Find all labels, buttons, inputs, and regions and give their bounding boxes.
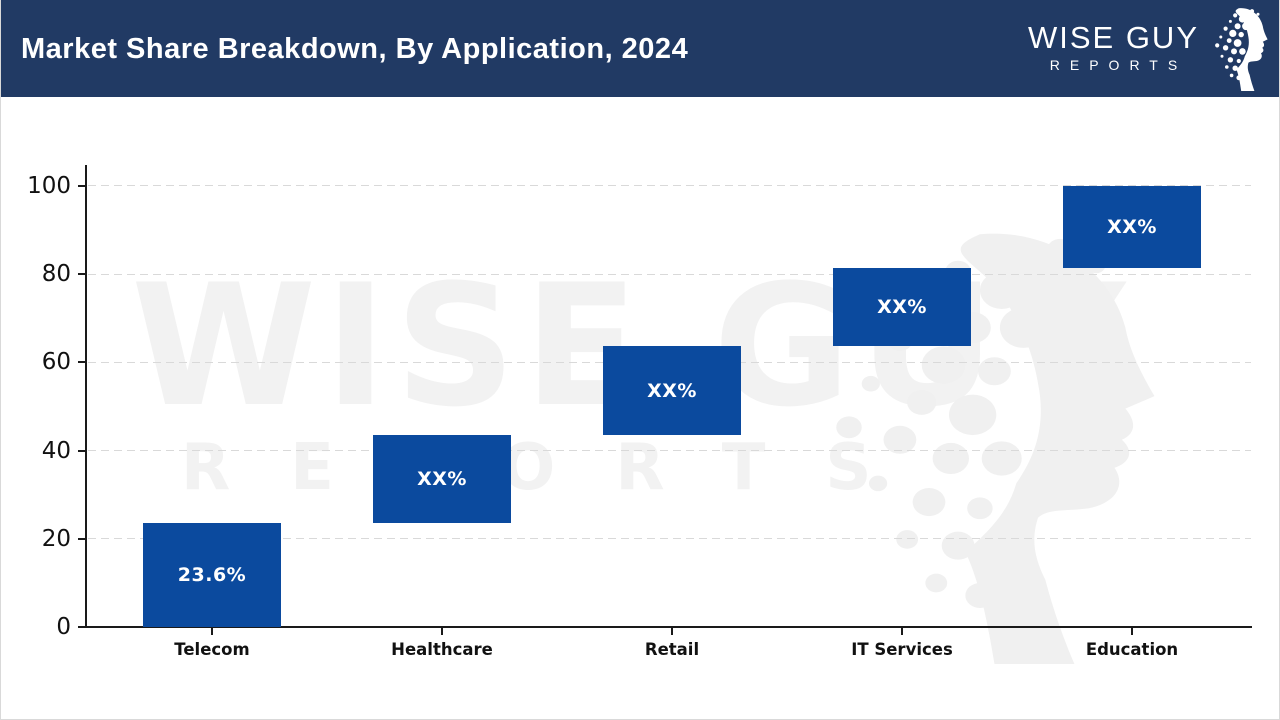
y-tick-label: 0: [56, 614, 71, 640]
y-tick-label: 80: [41, 261, 71, 288]
x-tick-label: IT Services: [851, 640, 953, 659]
x-tick-label: Telecom: [174, 640, 250, 659]
bar-value-label: XX%: [647, 379, 697, 402]
bar-retail: XX%: [603, 346, 741, 435]
bar-value-label: XX%: [417, 467, 467, 490]
x-tick-mark: [211, 628, 213, 635]
y-tick-mark: [78, 184, 86, 187]
logo-head-icon: [1215, 8, 1268, 91]
x-tick-label: Education: [1085, 640, 1179, 659]
y-tick-label: 20: [41, 525, 71, 552]
logo-line2: REPORTS: [1049, 56, 1188, 73]
x-tick-mark: [671, 628, 673, 635]
bar-education: XX%: [1063, 185, 1201, 268]
bar-value-label: XX%: [877, 296, 927, 319]
bar-telecom: 23.6%: [143, 522, 281, 627]
logo-wordmark: WISE GUY REPORTS: [1028, 20, 1199, 73]
y-tick-label: 60: [41, 349, 71, 376]
y-axis-line: [85, 165, 87, 628]
y-tick-label: 40: [41, 437, 71, 464]
y-tick-mark: [78, 273, 86, 276]
gridline-80: [88, 273, 1251, 275]
x-axis-line: [85, 626, 1252, 628]
bar-value-label: 23.6%: [177, 563, 247, 586]
x-tick-mark: [1131, 628, 1133, 635]
y-tick-mark: [78, 626, 86, 628]
gridline-40: [88, 450, 1251, 452]
wiseguy-logo: WISE GUY REPORTS: [1028, 5, 1275, 93]
x-tick-label: Retail: [644, 640, 700, 659]
logo-line1: WISE GUY: [1027, 19, 1199, 55]
x-tick-mark: [901, 628, 903, 635]
gridline-100: [88, 185, 1251, 187]
y-tick-label: 100: [27, 172, 71, 199]
gridline-20: [88, 538, 1251, 540]
x-tick-label: Healthcare: [391, 640, 493, 659]
bar-healthcare: XX%: [373, 434, 511, 523]
bar-it-services: XX%: [833, 267, 971, 347]
y-tick-mark: [78, 449, 86, 452]
page-title: Market Share Breakdown, By Application, …: [21, 33, 689, 65]
watermark-subtitle: REPORTS: [181, 431, 932, 505]
y-tick-mark: [78, 537, 86, 540]
y-tick-mark: [78, 361, 86, 364]
x-tick-mark: [441, 628, 443, 635]
header-bar: Market Share Breakdown, By Application, …: [1, 0, 1279, 97]
bar-value-label: XX%: [1107, 215, 1157, 238]
